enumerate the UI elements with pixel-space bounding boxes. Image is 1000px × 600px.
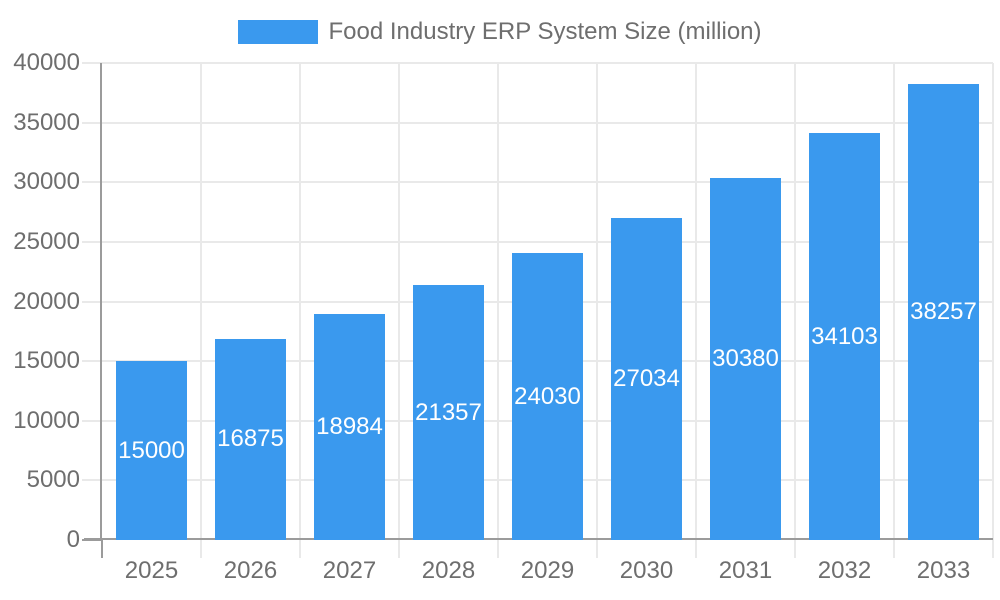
y-tick-label: 15000	[13, 347, 80, 375]
y-tick-label: 40000	[13, 49, 80, 76]
x-tick-mark	[992, 540, 994, 558]
bar[interactable]	[115, 361, 188, 540]
y-tick-label: 5000	[26, 466, 80, 494]
bar-value-label: 34103	[811, 322, 878, 350]
bar-value-label: 30380	[712, 344, 779, 372]
y-tick-mark	[82, 121, 102, 124]
bar[interactable]	[907, 83, 980, 540]
bar-value-label: 21357	[415, 398, 482, 426]
legend-label[interactable]: Food Industry ERP System Size (million)	[328, 18, 762, 45]
bar[interactable]	[709, 177, 782, 540]
y-tick-label: 25000	[13, 227, 80, 255]
x-tick-mark	[101, 540, 103, 558]
y-tick-mark	[82, 181, 102, 184]
x-tick-mark	[794, 540, 796, 558]
x-tick-mark	[497, 540, 499, 558]
bar[interactable]	[214, 338, 287, 540]
gridline-vertical	[299, 63, 301, 540]
y-tick-label: 20000	[13, 287, 80, 315]
x-tick-label: 2031	[718, 557, 773, 584]
x-tick-mark	[893, 540, 895, 558]
bar-value-label: 15000	[118, 436, 185, 464]
bar-value-label: 38257	[910, 297, 977, 325]
x-tick-label: 2032	[817, 557, 872, 584]
gridline-horizontal	[102, 121, 993, 124]
y-tick-mark	[82, 360, 102, 363]
x-tick-mark	[200, 540, 202, 558]
bar[interactable]	[313, 313, 386, 540]
gridline-vertical	[695, 63, 697, 540]
x-tick-mark	[695, 540, 697, 558]
bar-value-label: 24030	[514, 382, 581, 410]
y-tick-label: 30000	[13, 168, 80, 196]
legend: Food Industry ERP System Size (million)	[0, 18, 1000, 46]
gridline-vertical	[497, 63, 499, 540]
bar-value-label: 27034	[613, 364, 680, 392]
x-tick-label: 2029	[520, 557, 575, 584]
x-tick-mark	[299, 540, 301, 558]
x-tick-mark	[596, 540, 598, 558]
x-tick-label: 2027	[322, 557, 377, 584]
gridline-horizontal	[102, 240, 993, 243]
gridline-vertical	[398, 63, 400, 540]
x-tick-label: 2028	[421, 557, 476, 584]
x-tick-label: 2026	[223, 557, 278, 584]
bar-value-label: 18984	[316, 412, 383, 440]
bar[interactable]	[412, 285, 485, 540]
bar[interactable]	[808, 133, 881, 540]
bar-value-label: 16875	[217, 425, 284, 453]
bar[interactable]	[610, 217, 683, 540]
y-tick-mark	[82, 240, 102, 243]
y-tick-mark	[82, 300, 102, 303]
y-tick-label: 0	[66, 526, 80, 553]
x-tick-label: 2033	[916, 557, 971, 584]
gridline-vertical	[596, 63, 598, 540]
y-tick-mark	[82, 62, 102, 64]
y-tick-mark	[82, 419, 102, 422]
gridline-horizontal	[102, 181, 993, 184]
y-tick-mark	[82, 479, 102, 482]
bar[interactable]	[511, 253, 584, 540]
y-tick-mark	[82, 539, 102, 541]
y-tick-label: 10000	[13, 406, 80, 434]
x-tick-label: 2030	[619, 557, 674, 584]
gridline-vertical	[794, 63, 796, 540]
x-tick-mark	[398, 540, 400, 558]
y-axis-line	[100, 63, 102, 540]
x-tick-label: 2025	[124, 557, 179, 584]
gridline-horizontal	[102, 62, 993, 64]
gridline-vertical	[893, 63, 895, 540]
y-tick-label: 35000	[13, 108, 80, 136]
legend-swatch[interactable]	[238, 20, 319, 44]
gridline-vertical	[992, 63, 994, 540]
gridline-vertical	[200, 63, 202, 540]
